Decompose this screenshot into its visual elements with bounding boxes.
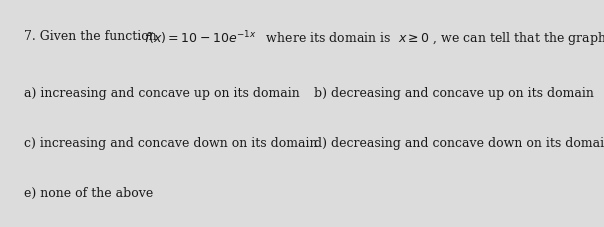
Text: where its domain is  $x \geq 0$ , we can tell that the graph will be: where its domain is $x \geq 0$ , we can … — [258, 30, 604, 47]
Text: $f(x) = 10 - 10e^{-1x}$: $f(x) = 10 - 10e^{-1x}$ — [144, 30, 256, 47]
Text: c) increasing and concave down on its domain: c) increasing and concave down on its do… — [24, 136, 318, 149]
Text: d) decreasing and concave down on its domain: d) decreasing and concave down on its do… — [314, 136, 604, 149]
Text: b) decreasing and concave up on its domain: b) decreasing and concave up on its doma… — [314, 86, 594, 99]
Text: 7. Given the function: 7. Given the function — [24, 30, 165, 42]
Text: a) increasing and concave up on its domain: a) increasing and concave up on its doma… — [24, 86, 300, 99]
Text: e) none of the above: e) none of the above — [24, 186, 153, 199]
